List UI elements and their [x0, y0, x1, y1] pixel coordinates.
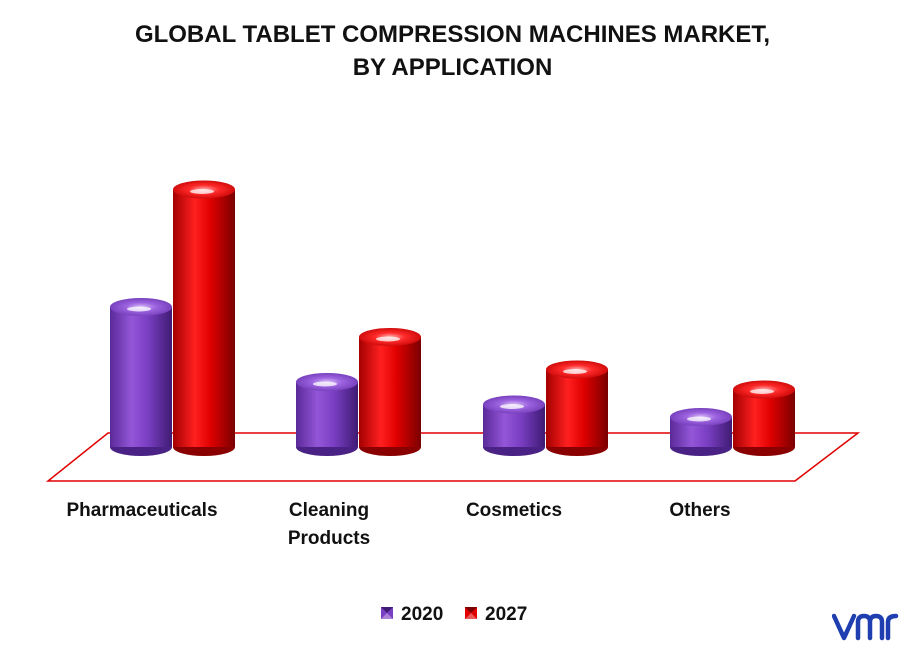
category-label-2-0: Cosmetics: [466, 500, 562, 521]
chart-title: GLOBAL TABLET COMPRESSION MACHINES MARKE…: [0, 18, 905, 84]
legend-item-2020: 2020: [381, 604, 443, 625]
floor-plane: [45, 432, 861, 482]
category-label-1-0: Cleaning: [289, 500, 369, 521]
category-labels: Pharmaceuticals Cleaning Products Cosmetics…: [66, 500, 730, 549]
bar-2020-3: [670, 408, 732, 456]
vmr-logo-icon: [832, 613, 899, 641]
bar-2027-1: [359, 328, 421, 456]
bar-2020-0: [110, 298, 172, 456]
bar-2027-3: [733, 380, 795, 456]
bar-2020-1: [296, 373, 358, 456]
bars-group: [110, 180, 795, 456]
category-label-0-0: Pharmaceuticals: [66, 500, 217, 521]
legend-label-2027: 2027: [485, 604, 527, 625]
legend: 2020 2027: [381, 604, 527, 625]
category-label-3-0: Others: [669, 500, 730, 521]
bar-2027-0: [173, 180, 235, 456]
chart-floor: [45, 432, 861, 482]
category-label-1-1: Products: [288, 528, 370, 549]
chart-title-line-2: BY APPLICATION: [352, 54, 553, 81]
chart-title-line-1: GLOBAL TABLET COMPRESSION MACHINES MARKE…: [134, 21, 771, 48]
legend-label-2020: 2020: [401, 604, 443, 625]
legend-item-2027: 2027: [465, 604, 527, 625]
bar-2020-2: [483, 395, 545, 456]
bar-2027-2: [546, 360, 608, 456]
